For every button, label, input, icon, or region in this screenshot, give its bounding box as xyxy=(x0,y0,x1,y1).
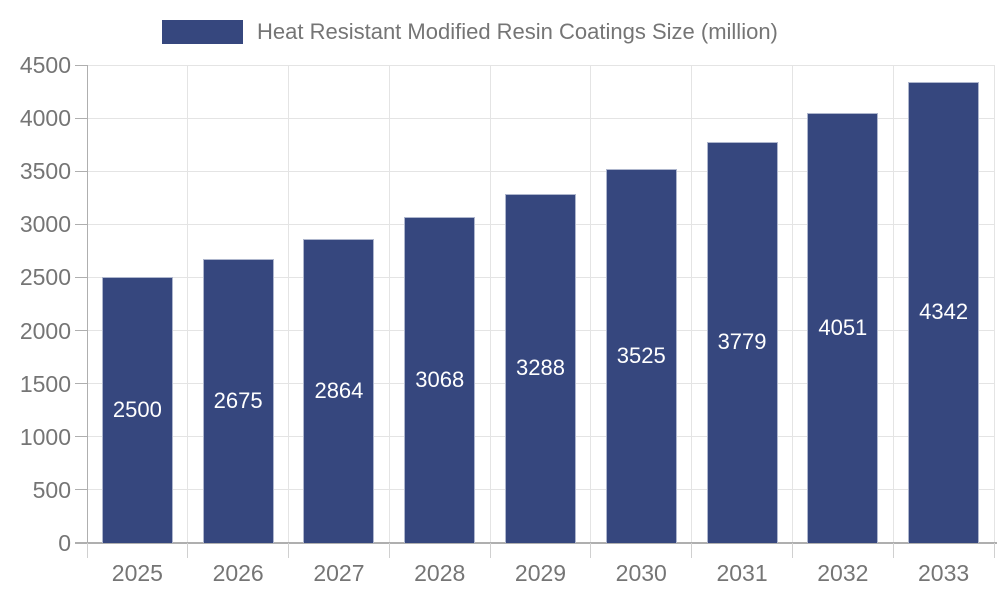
y-tick-label: 3500 xyxy=(19,158,71,185)
y-tick xyxy=(75,330,87,332)
y-tick xyxy=(75,383,87,385)
y-tick xyxy=(75,170,87,172)
y-tick xyxy=(75,276,87,278)
bar-value-label: 2675 xyxy=(213,387,263,413)
bar-2028 xyxy=(404,217,476,543)
legend-swatch xyxy=(162,20,243,44)
bar-value-label: 4342 xyxy=(919,299,969,325)
x-gridline xyxy=(288,65,290,543)
chart-legend: Heat Resistant Modified Resin Coatings S… xyxy=(162,19,778,45)
bar-value-label: 3068 xyxy=(415,367,465,393)
x-gridline xyxy=(388,65,390,543)
bar-value-label: 2500 xyxy=(112,397,162,423)
x-tick xyxy=(590,543,592,558)
y-tick xyxy=(75,64,87,66)
y-gridline xyxy=(87,170,994,172)
bar-2025 xyxy=(101,277,173,543)
x-tick xyxy=(187,543,189,558)
y-tick-label: 0 xyxy=(58,530,71,556)
bar-value-label: 3779 xyxy=(717,329,767,355)
x-tick xyxy=(993,543,995,558)
x-tick-label: 2025 xyxy=(111,560,163,586)
y-tick-label: 1000 xyxy=(19,423,71,450)
y-tick-label: 3000 xyxy=(19,211,71,238)
x-tick-label: 2031 xyxy=(716,560,768,586)
y-tick-label: 1500 xyxy=(19,370,71,397)
x-tick xyxy=(86,543,88,558)
x-tick-label: 2032 xyxy=(817,560,869,586)
y-tick-label: 500 xyxy=(32,476,71,503)
x-tick xyxy=(892,543,894,558)
legend-label: Heat Resistant Modified Resin Coatings S… xyxy=(257,19,778,44)
y-tick-label: 4500 xyxy=(19,52,71,78)
y-tick xyxy=(75,223,87,225)
bar-value-label: 3525 xyxy=(616,342,666,368)
x-tick-label: 2030 xyxy=(615,560,667,586)
bar-2027 xyxy=(303,238,375,543)
bar-2026 xyxy=(202,258,274,543)
bar-2031 xyxy=(706,141,778,543)
y-gridline xyxy=(87,64,994,66)
bar-value-label: 4051 xyxy=(818,314,868,340)
bar-2032 xyxy=(807,112,879,543)
x-tick-label: 2027 xyxy=(313,560,365,586)
x-tick xyxy=(388,543,390,558)
y-tick-label: 2500 xyxy=(19,264,71,291)
x-gridline xyxy=(187,65,189,543)
bar-2033 xyxy=(908,81,980,543)
x-tick-label: 2033 xyxy=(918,560,970,586)
x-gridline xyxy=(993,65,995,543)
x-tick xyxy=(288,543,290,558)
plot-area: 2500 2675 2864 3068 3288 3525 3779 4051 4342 xyxy=(75,64,997,544)
bar-2030 xyxy=(605,168,677,543)
y-tick xyxy=(75,436,87,438)
x-gridline xyxy=(691,65,693,543)
x-tick xyxy=(489,543,491,558)
bar-value-label: 2864 xyxy=(314,377,364,403)
y-tick xyxy=(75,489,87,491)
bar-2029 xyxy=(505,193,576,543)
x-axis-line xyxy=(75,542,997,544)
bar-value-label: 3288 xyxy=(516,355,565,381)
x-tick-label: 2026 xyxy=(212,560,264,586)
x-tick xyxy=(791,543,793,558)
y-tick-label: 2000 xyxy=(19,317,71,344)
x-gridline xyxy=(489,65,491,543)
x-gridline xyxy=(892,65,894,543)
x-tick-label: 2028 xyxy=(414,560,466,586)
y-gridline xyxy=(87,117,994,119)
y-tick xyxy=(75,117,87,119)
x-tick-label: 2029 xyxy=(514,560,567,586)
y-tick-label: 4000 xyxy=(19,105,71,132)
y-axis-line xyxy=(87,65,88,543)
y-tick xyxy=(75,542,87,544)
x-tick xyxy=(691,543,693,558)
x-gridline xyxy=(791,65,793,543)
x-gridline xyxy=(590,65,592,543)
